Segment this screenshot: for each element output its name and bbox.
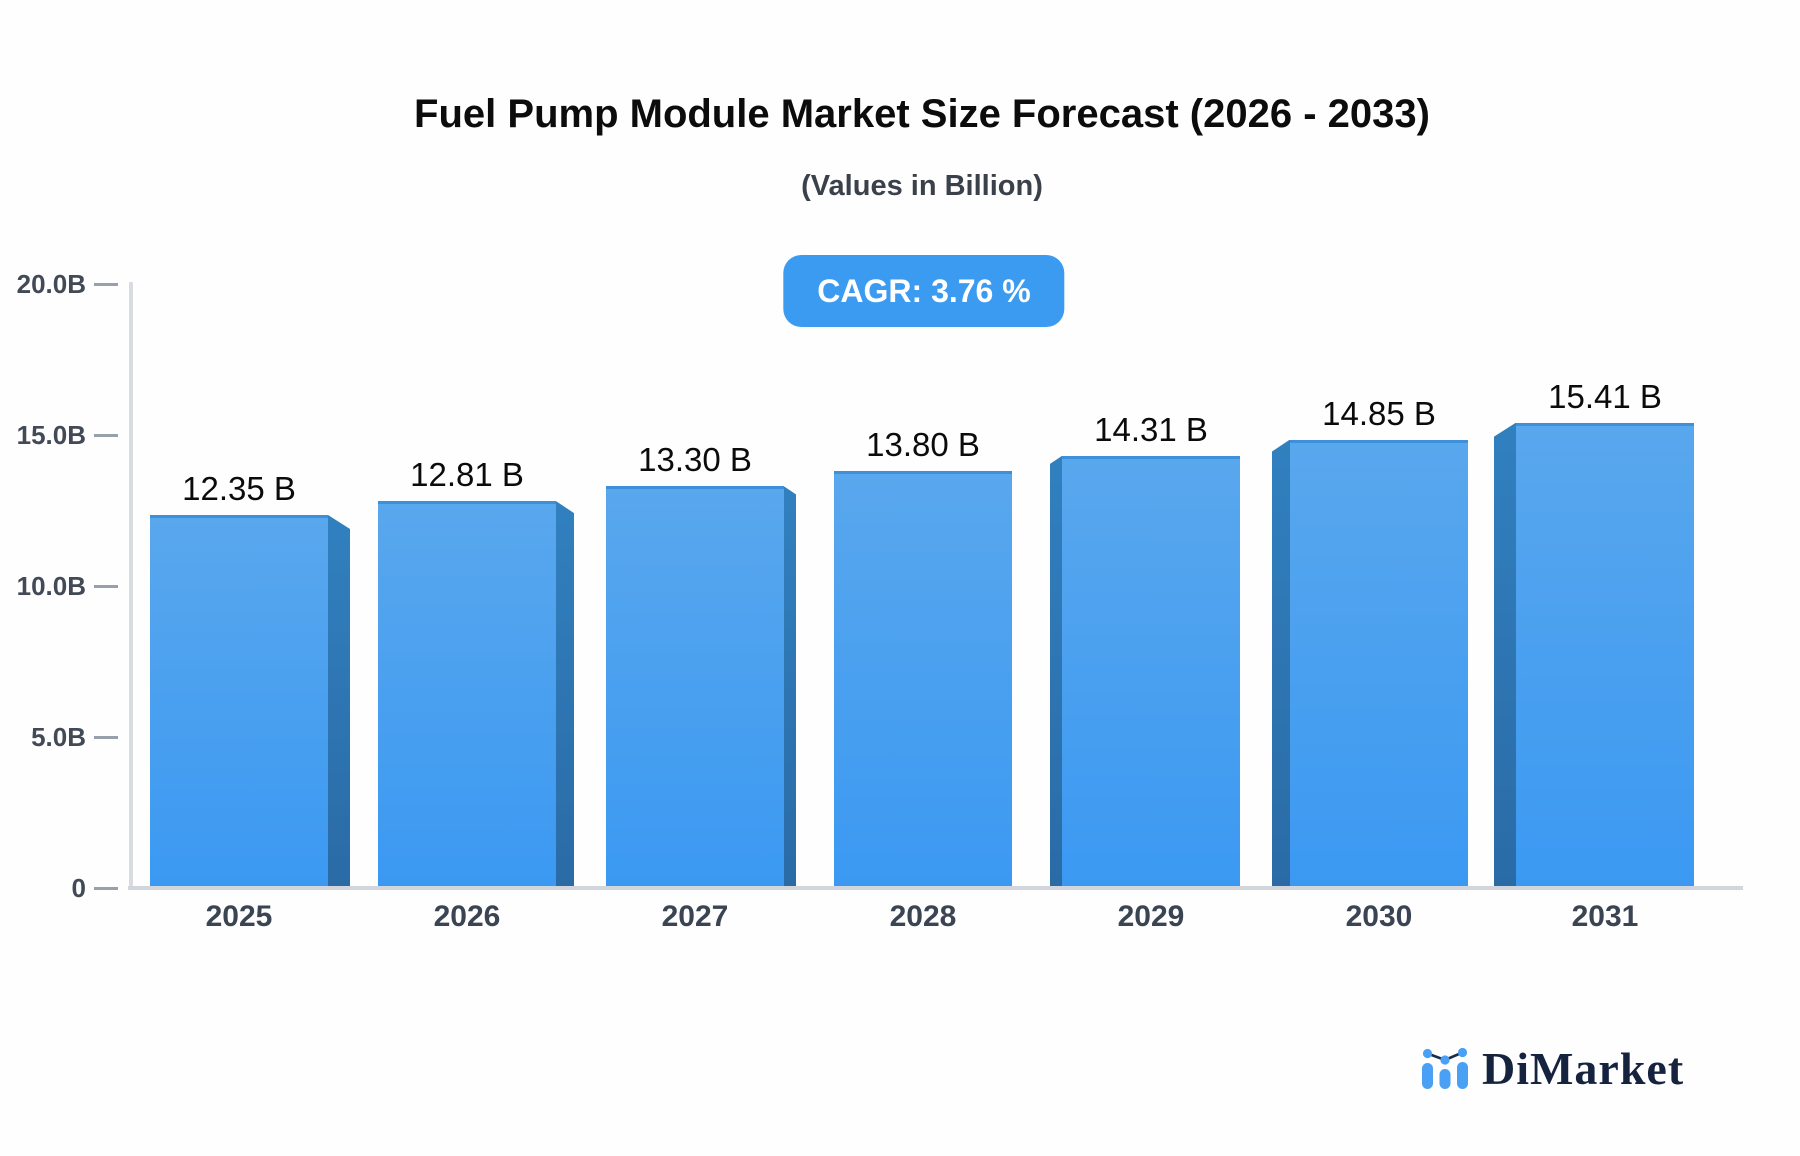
brand-logo-text: DiMarket — [1482, 1043, 1685, 1094]
y-tick-label: 15.0B — [16, 420, 86, 450]
y-tick-dash — [94, 282, 118, 286]
bar-value-label: 13.30 B — [638, 441, 752, 479]
bar-3d-side-2029 — [1050, 455, 1062, 886]
bar-3d-side-2027 — [784, 486, 796, 886]
bar-2d-face-2028 — [834, 471, 1012, 886]
bar-2d-face-2031 — [1516, 422, 1694, 886]
bar-value-label: 15.41 B — [1548, 377, 1662, 415]
y-axis-line — [129, 282, 133, 890]
bar-3d-side-2030 — [1272, 439, 1290, 886]
y-tick-label: 10.0B — [16, 571, 86, 601]
y-tick-label: 0 — [71, 873, 86, 903]
cagr-badge: CAGR: 3.76 % — [783, 255, 1065, 327]
bar-value-label: 12.35 B — [182, 470, 296, 508]
bar-3d-side-2025 — [328, 515, 350, 886]
bar-2d-face-2029 — [1062, 455, 1240, 886]
y-tick-dash — [94, 584, 118, 588]
x-axis-year-label: 2029 — [1117, 900, 1185, 933]
bar-value-label: 12.81 B — [410, 456, 524, 494]
bar-3d-side-2031 — [1494, 422, 1516, 886]
bar-value-label: 14.31 B — [1094, 410, 1208, 448]
bar-2d-face-2025 — [150, 515, 328, 886]
x-axis-baseline — [128, 886, 1743, 890]
y-tick-label: 5.0B — [31, 722, 86, 752]
y-tick-dash — [94, 735, 118, 739]
bar-2d-face-2030 — [1290, 439, 1468, 886]
chart-subtitle: (Values in Billion) — [801, 170, 1043, 202]
x-axis-year-label: 2025 — [205, 900, 273, 933]
brand-logo: DiMarket — [1420, 1046, 1684, 1092]
bar-2d-face-2026 — [378, 501, 556, 886]
y-tick-dash — [94, 433, 118, 437]
dimarket-bars-icon — [1422, 1047, 1468, 1089]
bar-value-label: 14.85 B — [1322, 394, 1436, 432]
bar-2d-face-2027 — [606, 486, 784, 886]
chart-title: Fuel Pump Module Market Size Forecast (2… — [414, 92, 1430, 136]
x-axis-year-label: 2031 — [1571, 900, 1639, 933]
bar-value-label: 13.80 B — [866, 426, 980, 464]
x-axis-year-label: 2027 — [661, 900, 729, 933]
x-axis-year-label: 2030 — [1345, 900, 1413, 933]
y-tick-label: 20.0B — [16, 269, 86, 299]
x-axis-year-label: 2026 — [433, 900, 501, 933]
bar-3d-side-2026 — [556, 501, 574, 886]
x-axis-year-label: 2028 — [889, 900, 957, 933]
y-tick-dash — [94, 886, 118, 890]
